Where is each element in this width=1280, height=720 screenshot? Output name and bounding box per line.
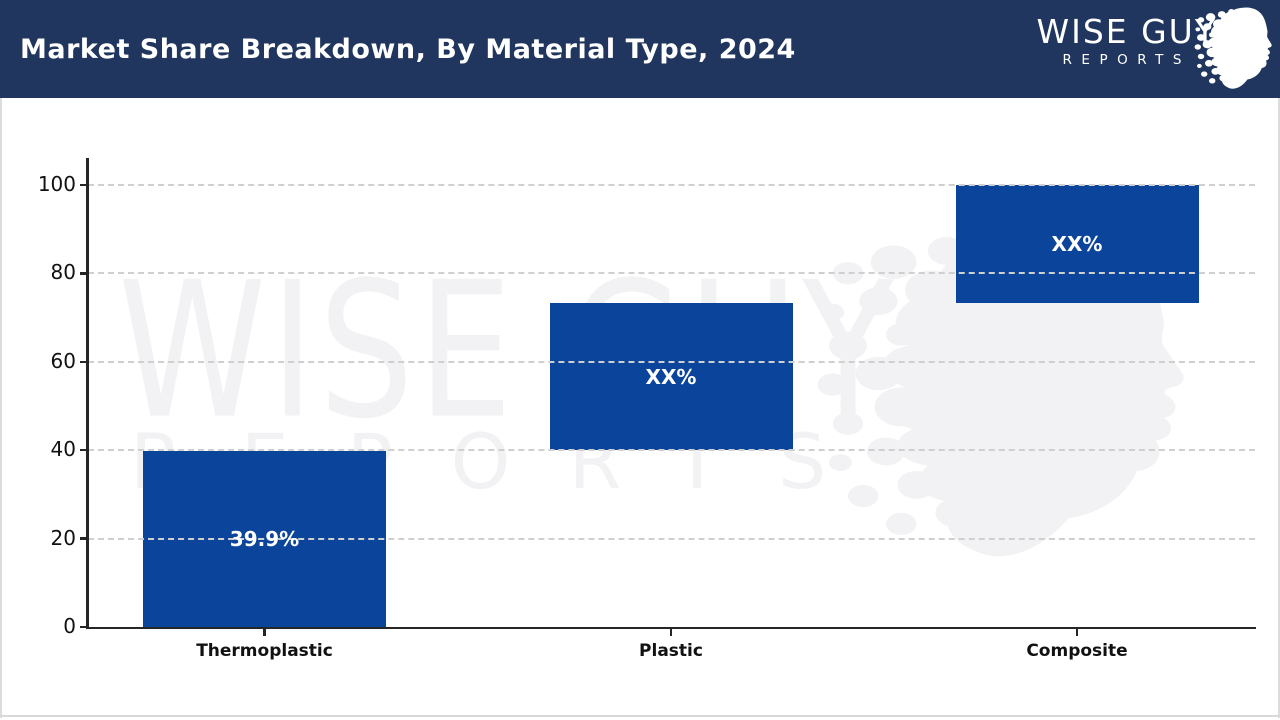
bar-value-label-plastic: XX% bbox=[645, 364, 697, 389]
x-axis-label-plastic: Plastic bbox=[639, 641, 703, 661]
x-axis-line bbox=[86, 626, 1256, 629]
bar-plastic bbox=[549, 303, 793, 451]
gridline-60 bbox=[88, 360, 1255, 363]
gridline-80 bbox=[88, 272, 1255, 275]
y-tick-label-100: 100 bbox=[37, 172, 76, 196]
frame-border-left bbox=[0, 98, 2, 718]
gridline-20 bbox=[88, 537, 1255, 540]
y-tick-label-80: 80 bbox=[50, 260, 76, 285]
x-axis-label-thermoplastic: Thermoplastic bbox=[196, 641, 333, 661]
y-tick-label-20: 20 bbox=[50, 525, 76, 550]
y-tick-20 bbox=[80, 537, 88, 540]
y-tick-label-0: 0 bbox=[63, 614, 76, 638]
logo-subtitle: REPORTS bbox=[1062, 52, 1191, 69]
logo-wordmark: WISE GUY bbox=[1036, 12, 1217, 51]
plot-area: 0 20 40 60 80 100 39.9% Thermoplastic XX% Plastic… bbox=[0, 98, 1280, 718]
x-tick-thermoplastic bbox=[263, 628, 266, 636]
x-tick-plastic bbox=[669, 628, 673, 636]
y-tick-0 bbox=[80, 625, 88, 629]
header-band: Market Share Breakdown, By Material Type… bbox=[0, 0, 1280, 98]
gridline-40 bbox=[88, 449, 1255, 452]
y-tick-label-60: 60 bbox=[50, 348, 76, 373]
y-tick-100 bbox=[80, 183, 88, 187]
y-tick-40 bbox=[80, 448, 88, 452]
y-tick-60 bbox=[80, 360, 88, 364]
bar-value-label-thermoplastic: 39.9% bbox=[229, 526, 300, 551]
gridline-100 bbox=[88, 184, 1255, 186]
y-axis-line bbox=[86, 158, 89, 629]
y-tick-80 bbox=[80, 272, 88, 275]
x-tick-composite bbox=[1075, 628, 1079, 636]
wise-guy-logo: WISE GUY REPORTS bbox=[1036, 12, 1217, 69]
y-tick-label-40: 40 bbox=[50, 437, 76, 462]
chart-title: Market Share Breakdown, By Material Type… bbox=[20, 33, 796, 65]
frame-border-bottom bbox=[0, 715, 1280, 717]
bar-value-label-composite: XX% bbox=[1051, 232, 1103, 257]
wise-guy-head-icon bbox=[1193, 5, 1273, 93]
frame-border-right bbox=[1278, 98, 1280, 718]
x-axis-label-composite: Composite bbox=[1026, 641, 1128, 661]
